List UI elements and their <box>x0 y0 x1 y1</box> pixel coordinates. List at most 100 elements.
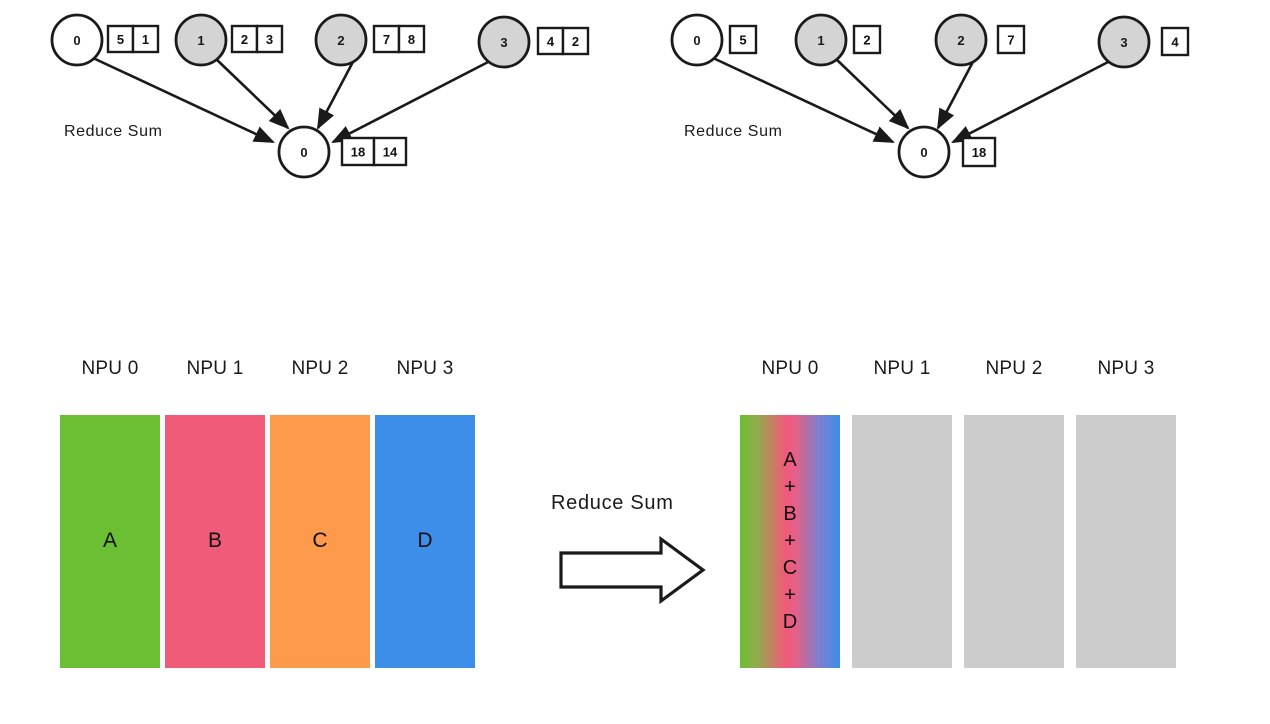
node-circle <box>314 13 368 67</box>
input-bar-npu-0: A <box>60 415 160 668</box>
graph-right-node-0: 0 5 <box>670 13 758 67</box>
node-cell-box <box>961 136 997 168</box>
node-label: 0 <box>920 145 927 160</box>
graph-left-node-1: 1 2 3 <box>174 13 284 67</box>
node-label: 0 <box>693 33 700 48</box>
npu-label-output-0: NPU 0 <box>761 358 819 379</box>
npu-label-input-3: NPU 3 <box>396 358 454 379</box>
edge-node2-to-result <box>316 57 357 130</box>
node-label: 2 <box>957 33 964 48</box>
node-label: 1 <box>817 33 824 48</box>
node-cell-box <box>1160 26 1190 57</box>
bar-letter: B <box>207 529 222 553</box>
node-circle <box>670 13 724 67</box>
graph-left-canvas: 0 5 1 1 2 3 2 7 8 3 4 <box>50 13 590 179</box>
reduce-sum-graph-right: 0 5 1 2 2 7 3 4 0 18 Reduce S <box>650 0 1270 250</box>
node-circle <box>477 15 531 69</box>
node-label: 3 <box>500 35 507 50</box>
graph-right-edges <box>712 56 1113 144</box>
bar-letter: D <box>417 529 433 553</box>
reduce-sum-label: Reduce Sum <box>684 123 783 140</box>
npu-label-output-2: NPU 2 <box>985 358 1043 379</box>
output-bar-npu-3 <box>1076 415 1176 668</box>
edge-node1-to-result <box>214 57 290 130</box>
graph-left-edges <box>92 56 493 144</box>
output-bar-npu-2 <box>964 415 1064 668</box>
bar-letter: A <box>102 529 117 553</box>
node-cell-box <box>372 136 408 167</box>
edge-node0-to-result <box>92 56 275 144</box>
node-label: 3 <box>1120 35 1127 50</box>
block-arrow-right-icon <box>559 535 706 605</box>
node-cell-value: 7 <box>383 32 390 47</box>
node-cell-value: 18 <box>351 145 365 160</box>
node-cell-box <box>397 24 426 54</box>
graph-left-node-3: 3 4 2 <box>477 15 590 69</box>
node-cell-box <box>852 24 882 55</box>
node-cell-value: 7 <box>1007 33 1014 48</box>
edge-node1-to-result <box>834 57 910 130</box>
npu-label-input-1: NPU 1 <box>186 358 244 379</box>
node-circle <box>794 13 848 67</box>
graph-right-result-node: 0 18 <box>897 125 997 179</box>
node-circle <box>1097 15 1151 69</box>
node-cell-box <box>131 24 160 54</box>
node-cell-box <box>340 136 376 167</box>
graph-right-node-3: 3 4 <box>1097 15 1190 69</box>
node-cell-value: 2 <box>572 34 579 49</box>
node-cell-value: 3 <box>266 32 273 47</box>
node-cell-value: 18 <box>972 145 986 160</box>
output-bar-npu-1 <box>852 415 952 668</box>
reduce-sum-bar-diagram: NPU 0 NPU 1 NPU 2 NPU 3 A B C D Reduce S… <box>0 330 1270 724</box>
graph-left-node-2: 2 7 8 <box>314 13 426 67</box>
npu-label-input-2: NPU 2 <box>291 358 349 379</box>
node-cell-box <box>561 26 590 56</box>
npu-label-input-0: NPU 0 <box>81 358 139 379</box>
node-cell-box <box>230 24 259 54</box>
node-cell-value: 2 <box>863 33 870 48</box>
input-bar-npu-3: D <box>375 415 475 668</box>
graph-right-node-1: 1 2 <box>794 13 882 67</box>
bar-letter: C <box>312 529 328 553</box>
edge-node3-to-result <box>951 58 1113 144</box>
reduce-sum-graph-left: 0 5 1 1 2 3 2 7 8 3 4 <box>30 0 665 250</box>
output-bar-npu-0: A + B + C + D <box>740 415 840 668</box>
node-circle <box>277 125 331 179</box>
node-cell-value: 5 <box>117 32 124 47</box>
edge-node2-to-result <box>936 57 977 130</box>
npu-label-output-3: NPU 3 <box>1097 358 1155 379</box>
reduce-sum-operation-label: Reduce Sum <box>551 492 674 514</box>
graph-right-node-2: 2 7 <box>934 13 1026 67</box>
node-cell-box <box>996 24 1026 55</box>
node-label: 0 <box>300 145 307 160</box>
input-bar-npu-2: C <box>270 415 370 668</box>
edge-node0-to-result <box>712 56 895 144</box>
graph-left-result-node: 0 18 14 <box>277 125 408 179</box>
node-cell-box <box>536 26 565 56</box>
node-label: 1 <box>197 33 204 48</box>
node-label: 0 <box>73 33 80 48</box>
node-cell-value: 5 <box>739 33 746 48</box>
reduce-sum-label: Reduce Sum <box>64 123 163 140</box>
node-cell-box <box>372 24 401 54</box>
npu-label-output-1: NPU 1 <box>873 358 931 379</box>
node-cell-value: 1 <box>142 32 149 47</box>
node-cell-box <box>106 24 135 54</box>
node-circle <box>50 13 104 67</box>
node-cell-value: 14 <box>383 145 398 160</box>
node-cell-box <box>728 24 758 55</box>
node-cell-value: 4 <box>1171 35 1179 50</box>
edge-node3-to-result <box>331 58 493 144</box>
bar-letter: A + B + C + D <box>782 449 798 633</box>
node-circle <box>897 125 951 179</box>
graph-left-node-0: 0 5 1 <box>50 13 160 67</box>
node-cell-value: 4 <box>547 34 555 49</box>
node-cell-value: 8 <box>408 32 415 47</box>
input-bar-npu-1: B <box>165 415 265 668</box>
node-circle <box>934 13 988 67</box>
node-label: 2 <box>337 33 344 48</box>
node-cell-value: 2 <box>241 32 248 47</box>
node-cell-box <box>255 24 284 54</box>
graph-right-canvas: 0 5 1 2 2 7 3 4 0 18 Reduce S <box>670 13 1190 179</box>
node-circle <box>174 13 228 67</box>
